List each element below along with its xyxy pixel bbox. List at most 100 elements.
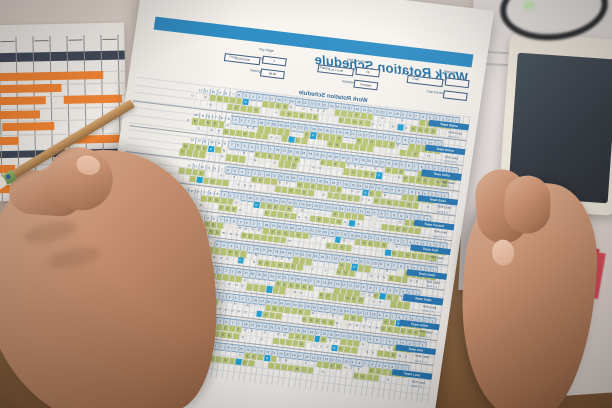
schedule-cell[interactable]: N — [287, 281, 295, 289]
schedule-cell[interactable] — [309, 360, 317, 368]
schedule-cell[interactable]: N — [168, 223, 176, 231]
schedule-cell[interactable] — [202, 271, 210, 279]
schedule-cell[interactable] — [280, 363, 289, 371]
schedule-cell[interactable] — [366, 341, 374, 349]
schedule-cell[interactable]: D — [218, 153, 227, 161]
schedule-cell[interactable] — [305, 258, 313, 266]
schedule-cell[interactable] — [277, 305, 285, 313]
schedule-cell[interactable]: D — [276, 356, 284, 364]
schedule-cell[interactable] — [322, 133, 331, 141]
schedule-cell[interactable]: N — [396, 218, 405, 226]
schedule-cell[interactable] — [205, 297, 213, 305]
schedule-cell[interactable] — [366, 145, 374, 153]
schedule-cell[interactable]: N — [283, 357, 291, 365]
schedule-cell[interactable]: D — [300, 105, 309, 113]
schedule-cell[interactable] — [273, 153, 281, 161]
schedule-cell[interactable] — [165, 248, 173, 256]
schedule-cell[interactable]: X — [294, 333, 302, 341]
schedule-cell[interactable] — [290, 307, 299, 315]
schedule-cell[interactable]: D — [370, 298, 378, 306]
schedule-cell[interactable]: X — [353, 112, 361, 119]
schedule-cell[interactable] — [361, 272, 370, 279]
schedule-cell[interactable] — [312, 240, 320, 248]
schedule-cell[interactable] — [184, 250, 193, 258]
schedule-cell[interactable]: D — [368, 272, 376, 280]
schedule-cell[interactable] — [344, 346, 352, 353]
schedule-cell[interactable] — [325, 159, 334, 167]
schedule-cell[interactable]: X — [355, 188, 363, 196]
schedule-cell[interactable] — [391, 377, 400, 385]
schedule-cell[interactable]: D — [340, 237, 349, 245]
schedule-cell[interactable]: N — [335, 218, 343, 226]
schedule-cell[interactable] — [289, 358, 298, 365]
schedule-cell[interactable] — [346, 288, 354, 296]
schedule-cell[interactable] — [219, 197, 228, 205]
schedule-cell[interactable]: X — [208, 272, 217, 280]
schedule-cell[interactable] — [189, 175, 197, 183]
schedule-cell[interactable] — [327, 235, 336, 243]
schedule-cell[interactable] — [328, 268, 337, 276]
schedule-cell[interactable]: N — [241, 181, 250, 189]
schedule-cell[interactable] — [324, 210, 333, 217]
schedule-cell[interactable] — [382, 173, 390, 180]
schedule-cell[interactable]: N — [341, 364, 350, 372]
schedule-cell[interactable]: X — [237, 257, 245, 265]
schedule-cell[interactable] — [314, 234, 323, 242]
schedule-cell[interactable]: D — [191, 346, 199, 354]
form-field-box[interactable] — [444, 77, 470, 89]
schedule-cell[interactable] — [318, 114, 326, 122]
schedule-cell[interactable]: D — [280, 331, 289, 339]
schedule-cell[interactable] — [396, 124, 405, 131]
schedule-cell[interactable] — [216, 222, 224, 230]
schedule-cell[interactable] — [185, 168, 193, 175]
schedule-cell[interactable] — [252, 284, 260, 292]
schedule-cell[interactable] — [185, 149, 194, 157]
schedule-cell[interactable] — [229, 224, 238, 231]
schedule-cell[interactable] — [284, 161, 292, 169]
schedule-cell[interactable]: D — [375, 172, 384, 180]
schedule-cell[interactable]: D — [357, 296, 365, 304]
schedule-cell[interactable]: D — [320, 285, 328, 293]
schedule-cell[interactable] — [200, 100, 208, 108]
schedule-cell[interactable] — [199, 328, 208, 336]
schedule-cell[interactable]: X — [166, 292, 174, 300]
schedule-cell[interactable]: X — [272, 254, 280, 262]
schedule-cell[interactable] — [285, 288, 293, 296]
schedule-cell[interactable] — [368, 222, 376, 230]
schedule-cell[interactable] — [428, 178, 436, 186]
schedule-cell[interactable] — [219, 248, 228, 256]
schedule-cell[interactable] — [299, 156, 308, 164]
schedule-cell[interactable]: D — [285, 110, 293, 118]
schedule-cell[interactable] — [366, 113, 374, 121]
schedule-cell[interactable] — [182, 319, 191, 327]
schedule-cell[interactable] — [342, 313, 351, 321]
schedule-cell[interactable] — [352, 289, 361, 297]
schedule-cell[interactable] — [383, 350, 391, 358]
schedule-cell[interactable] — [376, 349, 385, 357]
schedule-cell[interactable] — [352, 340, 361, 348]
schedule-cell[interactable] — [204, 170, 213, 178]
schedule-cell[interactable]: X — [194, 226, 202, 234]
schedule-cell[interactable]: D — [335, 363, 343, 371]
schedule-cell[interactable]: D — [407, 277, 415, 285]
schedule-cell[interactable]: X — [258, 335, 267, 343]
schedule-cell[interactable]: N — [363, 348, 372, 356]
schedule-cell[interactable]: D — [404, 251, 412, 259]
schedule-cell[interactable] — [357, 347, 365, 355]
schedule-cell[interactable] — [283, 129, 291, 136]
schedule-cell[interactable] — [276, 128, 285, 136]
form-field-box[interactable]: 28 — [355, 66, 381, 78]
schedule-cell[interactable]: N — [376, 299, 385, 307]
schedule-cell[interactable]: N — [267, 134, 276, 141]
schedule-cell[interactable] — [342, 136, 350, 143]
schedule-cell[interactable]: N — [373, 324, 381, 332]
schedule-cell[interactable]: N — [335, 268, 343, 276]
schedule-cell[interactable]: X — [322, 267, 330, 275]
schedule-cell[interactable]: N — [252, 201, 261, 209]
schedule-cell[interactable] — [247, 359, 256, 367]
schedule-cell[interactable]: N — [335, 135, 344, 143]
schedule-cell[interactable]: X — [197, 252, 206, 260]
schedule-cell[interactable] — [398, 200, 407, 208]
schedule-cell[interactable] — [254, 183, 263, 191]
schedule-cell[interactable] — [206, 329, 214, 337]
